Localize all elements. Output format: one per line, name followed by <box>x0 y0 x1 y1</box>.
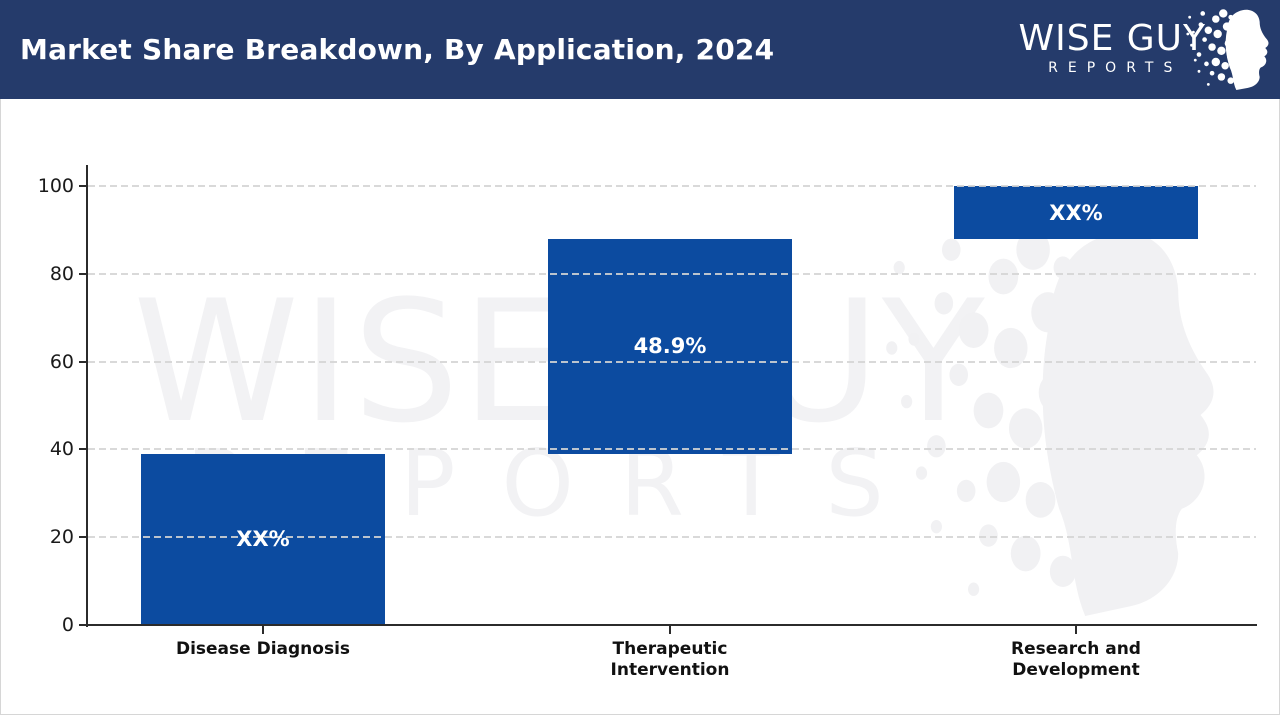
logo-head-icon <box>1186 9 1269 90</box>
y-tick-label-100: 100 <box>37 175 74 197</box>
y-tick-label-20: 20 <box>49 526 74 549</box>
x-axis-line <box>86 624 1257 626</box>
logo-text: WISE GUY REPORTS <box>1019 20 1207 76</box>
y-axis-tick-40 <box>79 448 87 451</box>
gridline-80 <box>88 272 1256 275</box>
x-category-label-line: Disease Diagnosis <box>175 639 351 659</box>
x-axis-tick <box>669 626 671 634</box>
bar-segment <box>548 239 792 454</box>
y-axis-tick-80 <box>79 272 87 275</box>
y-axis-tick-0 <box>79 624 87 626</box>
y-axis-line <box>86 165 88 627</box>
x-category-label-line: Therapeutic <box>612 639 728 659</box>
bar-value-label: XX% <box>1049 200 1103 225</box>
x-category-label-line: Development <box>1012 660 1140 680</box>
y-tick-label-80: 80 <box>49 262 74 285</box>
y-tick-label-40: 40 <box>49 438 74 461</box>
x-category-label: Disease Diagnosis <box>113 639 413 660</box>
wise-guy-reports-logo: WISE GUY REPORTS <box>1014 4 1274 96</box>
gridline-40 <box>88 448 1256 451</box>
x-category-label: Research and Development <box>926 639 1226 681</box>
x-category-label: Therapeutic Intervention <box>520 639 820 681</box>
bar-segment <box>141 453 385 625</box>
x-category-label-line: Research and <box>1011 639 1141 659</box>
bar-value-label: XX% <box>236 527 290 552</box>
chart-title: Market Share Breakdown, By Application, … <box>20 33 775 66</box>
bar-value-label: 48.9% <box>633 334 707 359</box>
y-tick-label-0: 0 <box>61 614 74 636</box>
gridline-60 <box>88 360 1256 363</box>
x-axis-tick <box>1075 626 1077 634</box>
y-axis-tick-60 <box>79 360 87 363</box>
header-bar: Market Share Breakdown, By Application, … <box>0 0 1280 99</box>
gridline-100 <box>88 185 1256 187</box>
y-axis-tick-20 <box>79 536 87 539</box>
logo-wordmark: WISE GUY <box>1018 18 1206 59</box>
gridline-20 <box>88 536 1256 539</box>
x-category-label-line: Intervention <box>610 660 730 680</box>
x-axis-tick <box>262 626 264 634</box>
logo-subtitle: REPORTS <box>1048 59 1183 76</box>
y-axis-tick-100 <box>79 185 87 187</box>
y-tick-label-60: 60 <box>49 350 74 373</box>
